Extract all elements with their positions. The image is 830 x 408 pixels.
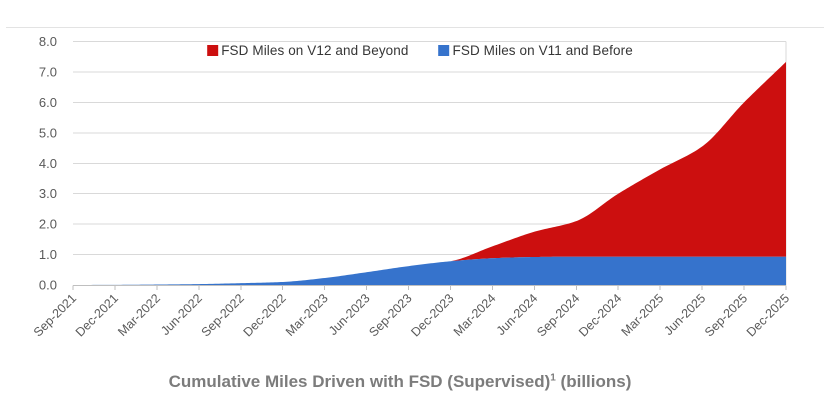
x-axis-label-Sep-2024: Sep-2024 — [534, 291, 582, 339]
y-axis-label-0.0: 0.0 — [39, 278, 57, 293]
chart-legend: FSD Miles on V12 and Beyond FSD Miles on… — [207, 43, 633, 58]
y-axis-label-8.0: 8.0 — [39, 34, 57, 49]
x-axis-label-Dec-2022: Dec-2022 — [241, 291, 289, 339]
x-axis-label-Dec-2024: Dec-2024 — [576, 291, 624, 339]
y-axis-label-3.0: 3.0 — [39, 186, 57, 201]
x-axis-label-Sep-2021: Sep-2021 — [31, 291, 79, 339]
legend-label-v11: FSD Miles on V11 and Before — [452, 43, 633, 58]
chart-title-superscript: 1 — [550, 372, 556, 384]
y-axis-label-6.0: 6.0 — [39, 95, 57, 110]
area-v12-and-beyond — [451, 61, 786, 262]
x-axis-label-Sep-2023: Sep-2023 — [366, 291, 414, 339]
area-v11-and-before — [73, 256, 786, 285]
y-axis-label-7.0: 7.0 — [39, 64, 57, 79]
y-axis-label-4.0: 4.0 — [39, 156, 57, 171]
y-axis-label-2.0: 2.0 — [39, 217, 57, 232]
chart-title-suffix: (billions) — [555, 372, 632, 391]
legend-item-v11: FSD Miles on V11 and Before — [438, 43, 633, 58]
chart-title-main: Cumulative Miles Driven with FSD (Superv… — [168, 372, 551, 391]
legend-swatch-v11-icon — [438, 45, 450, 56]
y-axis-label-5.0: 5.0 — [39, 125, 57, 140]
chart-title: Cumulative Miles Driven with FSD (Superv… — [169, 372, 632, 392]
x-axis-label-Mar-2023: Mar-2023 — [283, 291, 331, 339]
x-axis-label-Jun-2022: Jun-2022 — [158, 291, 205, 338]
x-axis-label-Dec-2023: Dec-2023 — [408, 291, 456, 339]
top-border-line — [6, 27, 824, 28]
y-axis-label-1.0: 1.0 — [39, 247, 57, 262]
x-axis-label-Mar-2024: Mar-2024 — [451, 291, 499, 339]
x-axis-label-Dec-2025: Dec-2025 — [744, 291, 792, 339]
x-axis-label-Jun-2023: Jun-2023 — [326, 291, 373, 338]
x-axis-label-Mar-2025: Mar-2025 — [619, 291, 667, 339]
legend-swatch-v12-icon — [207, 45, 219, 56]
x-axis-label-Sep-2022: Sep-2022 — [199, 291, 247, 339]
x-axis-label-Jun-2025: Jun-2025 — [661, 291, 708, 338]
legend-label-v12: FSD Miles on V12 and Beyond — [221, 43, 409, 58]
legend-item-v12: FSD Miles on V12 and Beyond — [207, 43, 408, 58]
x-axis-label-Jun-2024: Jun-2024 — [494, 291, 541, 338]
x-axis-label-Dec-2021: Dec-2021 — [73, 291, 121, 339]
x-axis-label-Sep-2025: Sep-2025 — [702, 291, 750, 339]
x-axis-label-Mar-2022: Mar-2022 — [115, 291, 163, 339]
